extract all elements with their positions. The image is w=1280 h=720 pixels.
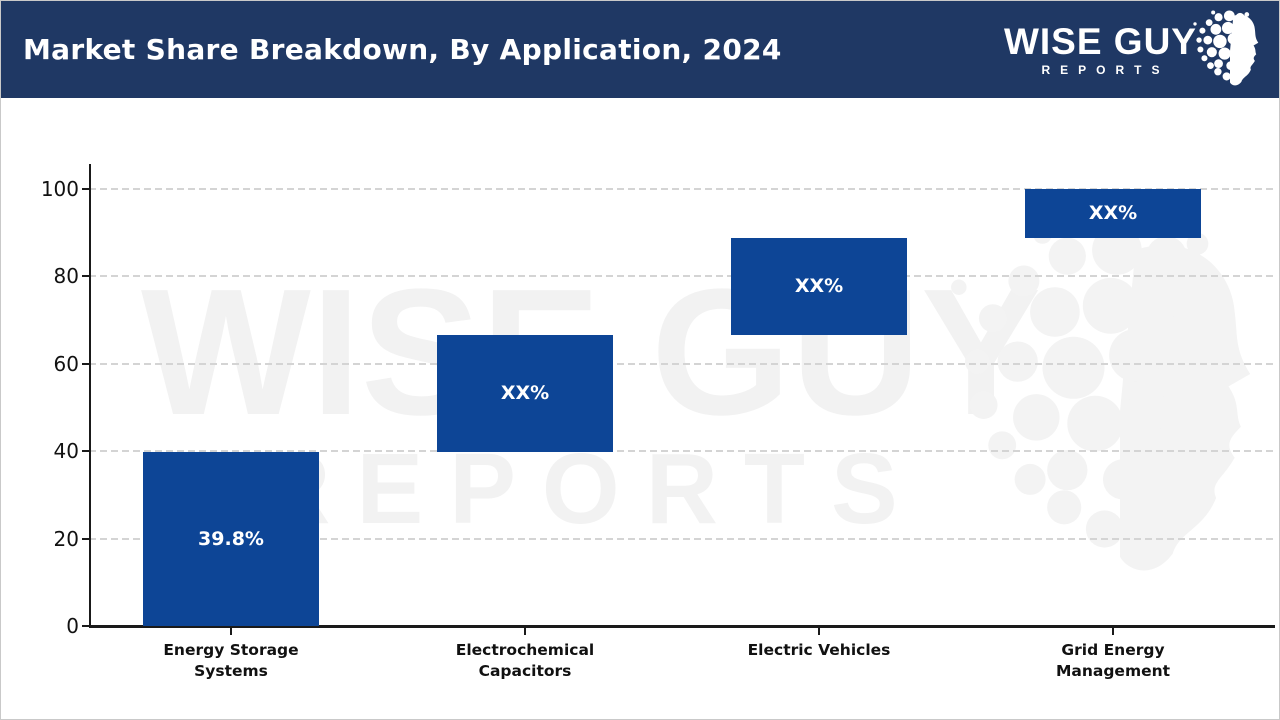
y-axis-tick <box>82 625 89 627</box>
y-axis-line <box>89 164 91 628</box>
y-axis-tick <box>82 450 89 452</box>
y-axis-tick-label: 80 <box>53 264 79 288</box>
x-axis-tick-label: Energy Storage Systems <box>163 641 299 680</box>
bar-value-label: XX% <box>1088 202 1138 225</box>
gridline <box>89 187 1275 190</box>
x-axis-tick <box>524 628 526 635</box>
y-axis-tick <box>82 362 89 365</box>
gridline <box>89 362 1275 365</box>
y-axis-tick-label: 40 <box>53 439 79 463</box>
x-axis-tick <box>818 628 820 635</box>
y-axis-tick-label: 20 <box>53 526 79 551</box>
bar-electric-vehicles: XX% <box>731 237 907 335</box>
y-axis-tick-label: 100 <box>40 176 79 201</box>
bar-value-label: 39.8% <box>198 527 264 550</box>
x-axis-tick-label: Electric Vehicles <box>747 641 891 659</box>
bar-energy-storage-systems: 39.8% <box>143 451 319 626</box>
y-axis-tick <box>82 537 89 540</box>
logo-head-icon <box>1193 9 1267 90</box>
x-axis-tick-label: Electrochemical Capacitors <box>455 641 595 680</box>
bar-value-label: XX% <box>500 382 550 405</box>
gridline <box>89 450 1275 452</box>
logo-text: WISE GUY REPORTS <box>1004 23 1197 77</box>
y-axis-tick-label: 0 <box>66 614 79 638</box>
gridline <box>89 275 1275 277</box>
y-axis-tick <box>82 187 89 190</box>
y-axis-tick-label: 60 <box>53 351 79 376</box>
gridline <box>89 537 1275 540</box>
x-axis-tick <box>230 628 232 635</box>
page-title: Market Share Breakdown, By Application, … <box>23 33 782 66</box>
wise-guy-logo: WISE GUY REPORTS <box>1004 9 1267 90</box>
bar-value-label: XX% <box>794 275 844 298</box>
logo-subtitle: REPORTS <box>1041 62 1170 77</box>
bar-grid-energy-management: XX% <box>1025 188 1201 238</box>
logo-wordmark: WISE GUY <box>1003 20 1197 62</box>
x-axis-tick-label: Grid Energy Management <box>1055 641 1171 680</box>
x-axis-line <box>89 625 1275 628</box>
header: Market Share Breakdown, By Application, … <box>1 1 1279 98</box>
y-axis-tick <box>82 275 89 277</box>
bar-electrochemical-capacitors: XX% <box>437 334 613 452</box>
x-axis-tick <box>1112 628 1114 635</box>
